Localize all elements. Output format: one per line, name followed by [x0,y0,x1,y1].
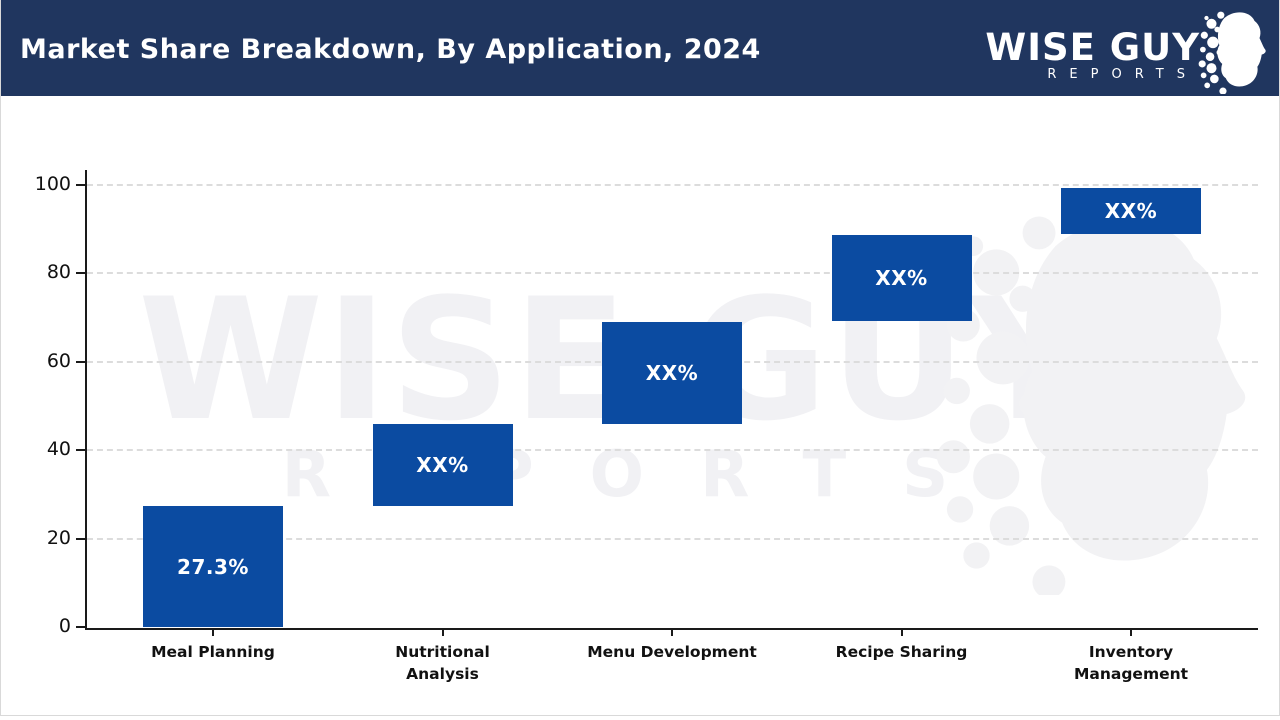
y-tick-mark [76,272,85,274]
y-tick-label: 80 [46,261,71,283]
bar-meal-planning: 27.3% [143,506,283,627]
bar-value-label: XX% [875,265,928,290]
y-tick-mark [76,449,85,451]
header-bar: Market Share Breakdown, By Application, … [0,0,1280,96]
x-tick-mark [671,628,673,636]
gridline-40 [87,449,1258,451]
x-tick-label-meal-planning: Meal Planning [151,643,275,661]
x-tick-label-inventory-management: Inventory Management [1073,643,1189,683]
chart-title: Market Share Breakdown, By Application, … [20,34,761,65]
y-tick-label: 40 [46,438,71,460]
x-tick-mark [441,628,444,636]
x-tick-mark [1130,628,1132,636]
plot-area: 0 20 40 60 80 100 27.3% Meal Planning XX% Nutriti… [35,170,1258,683]
y-tick-mark [76,183,85,186]
bar-inventory-management: XX% [1061,188,1201,234]
brand-subname: REPORTS [1047,67,1198,82]
x-tick-label-nutritional-analysis: Nutritional Analysis [395,643,490,683]
gridline-80 [87,272,1258,274]
bar-menu-development: XX% [602,321,742,424]
bar-nutritional-analysis: XX% [372,424,513,507]
wise-guy-logo: WISE GUY REPORTS [985,4,1272,94]
y-tick-mark [76,537,85,540]
face-logo-icon [1198,11,1266,94]
gridline-20 [87,537,1258,540]
brand-name: WISE GUY [985,26,1200,69]
y-tick-mark [76,360,85,363]
x-tick-label-recipe-sharing: Recipe Sharing [835,643,968,661]
x-tick-mark [900,628,903,636]
y-tick-label: 60 [46,349,71,372]
bar-value-label: XX% [645,360,699,385]
bar-value-label: XX% [1104,198,1158,223]
y-tick-label: 0 [58,615,71,637]
bar-recipe-sharing: XX% [831,234,972,321]
y-tick-label: 20 [46,526,71,549]
y-tick-label: 100 [34,172,71,195]
x-tick-label-menu-development: Menu Development [587,643,757,661]
watermark-face-icon [937,216,1246,595]
y-tick-mark [76,626,85,628]
gridline-100 [87,183,1258,186]
bar-value-label: XX% [416,453,469,478]
x-tick-mark [212,628,214,636]
bar-value-label: 27.3% [177,554,249,579]
